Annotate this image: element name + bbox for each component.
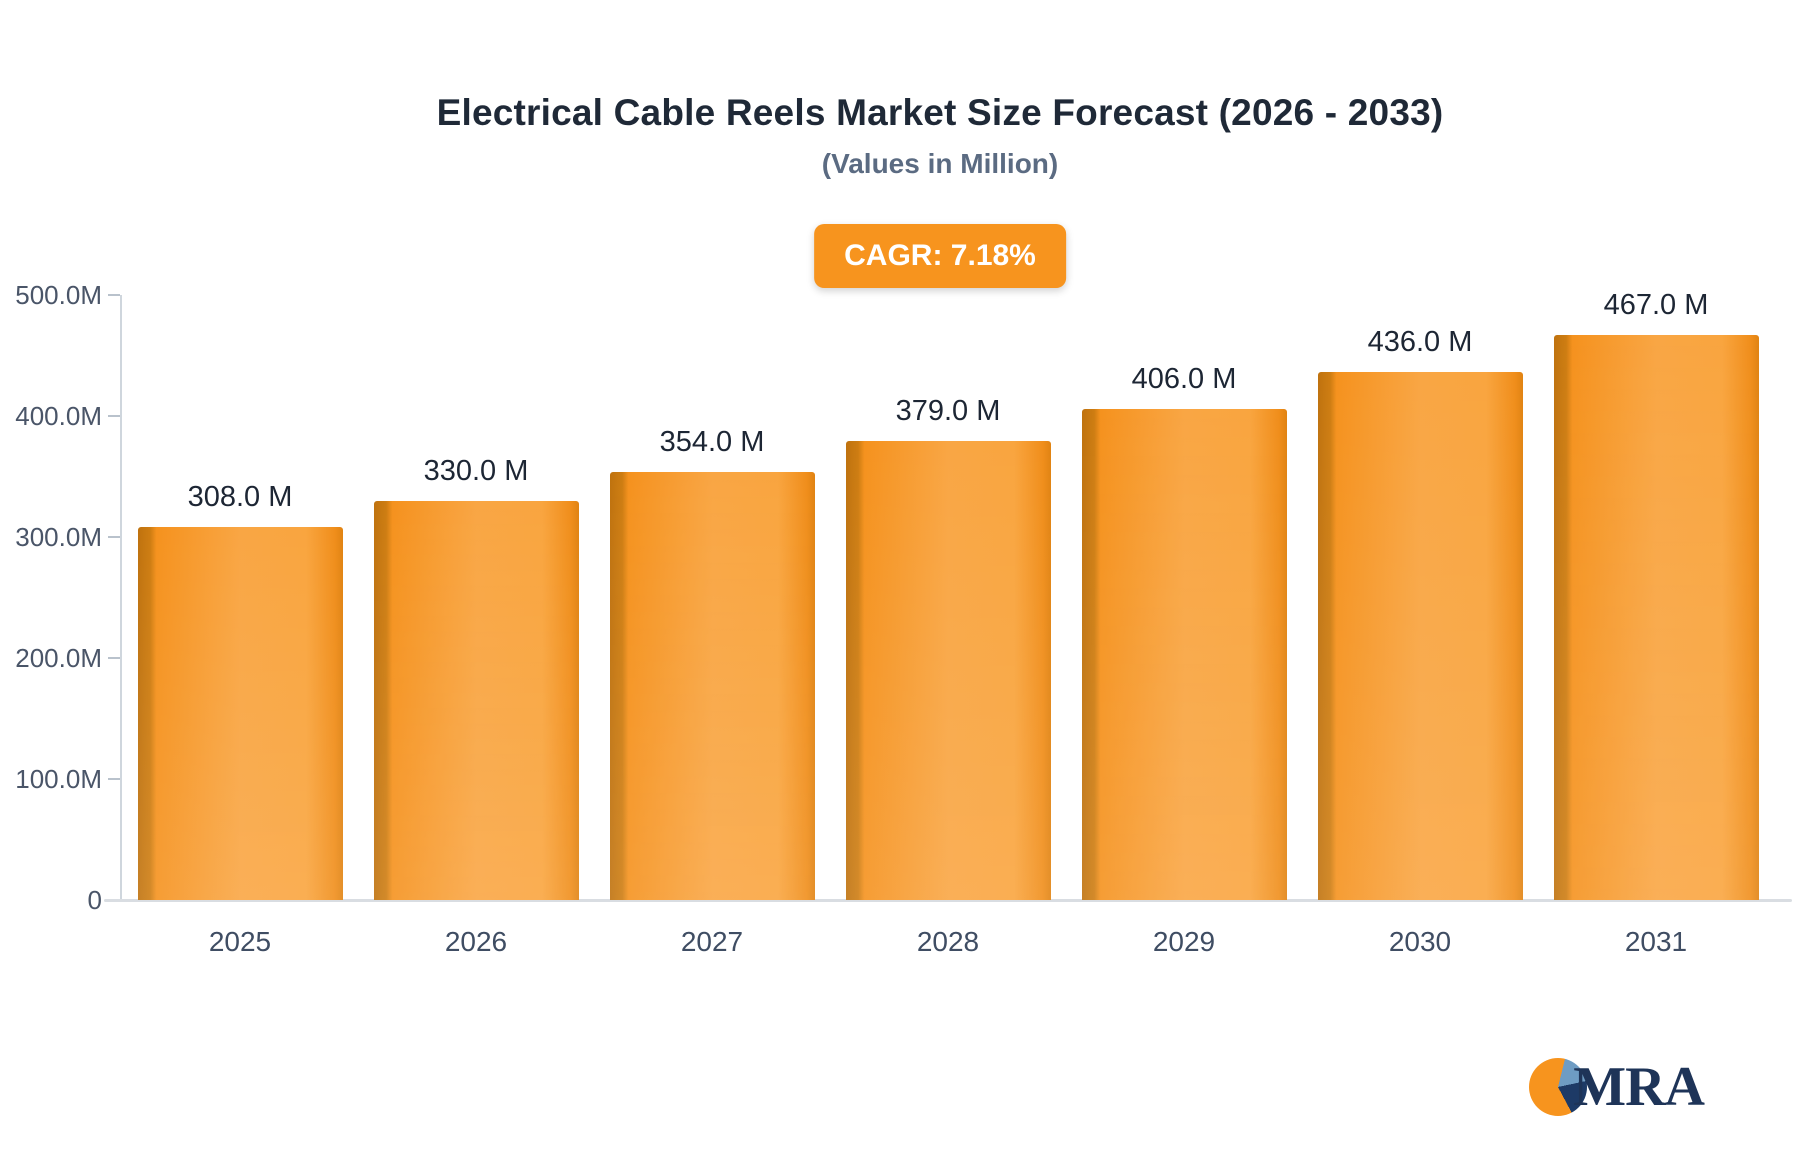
bar-slot-2026: 330.0 M 2026 xyxy=(358,295,594,957)
bar-2027: 354.0 M xyxy=(609,426,815,900)
y-axis-label: 500.0M xyxy=(15,280,102,310)
bar-value-label: 330.0 M xyxy=(423,454,529,487)
x-axis-label: 2026 xyxy=(444,926,508,957)
bar-2028: 379.0 M xyxy=(845,395,1051,900)
y-axis-ticks xyxy=(108,294,120,901)
bar-2031: 467.0 M xyxy=(1553,289,1759,900)
x-axis-label: 2030 xyxy=(1388,926,1452,957)
bar-slot-2031: 467.0 M 2031 xyxy=(1538,289,1774,957)
y-axis-label: 100.0M xyxy=(15,764,102,794)
x-axis-label: 2031 xyxy=(1624,926,1688,957)
bar-value-label: 467.0 M xyxy=(1603,288,1709,321)
y-axis-tick xyxy=(108,415,120,417)
x-axis-label: 2027 xyxy=(680,926,744,957)
bar-slot-2028: 379.0 M 2028 xyxy=(830,295,1066,957)
bar-slot-2029: 406.0 M 2029 xyxy=(1066,295,1302,957)
chart-title: Electrical Cable Reels Market Size Forec… xyxy=(436,92,1444,133)
bar-2025: 308.0 M xyxy=(137,481,343,900)
y-axis-tick xyxy=(108,778,120,780)
bar-value-label: 379.0 M xyxy=(895,395,1001,428)
bar-2029: 406.0 M xyxy=(1081,363,1287,900)
y-axis-label: 200.0M xyxy=(15,643,102,673)
bar-value-label: 308.0 M xyxy=(187,481,293,514)
mra-logo-text: MRA xyxy=(1573,1056,1705,1118)
x-axis-line xyxy=(104,899,1792,902)
bar-plot-area: 308.0 M 2025 330.0 M 2026 354.0 M 2027 379.0 M… xyxy=(122,289,1774,957)
y-axis-tick xyxy=(108,294,120,296)
bar-slot-2025: 308.0 M 2025 xyxy=(122,295,358,957)
bar-slot-2030: 436.0 M 2030 xyxy=(1302,295,1538,957)
chart-subtitle: (Values in Million) xyxy=(821,148,1059,179)
bar-2030: 436.0 M xyxy=(1317,326,1523,900)
y-axis-label: 300.0M xyxy=(15,522,102,552)
bar-value-label: 354.0 M xyxy=(659,425,765,458)
mra-logo: MRA xyxy=(1529,1056,1705,1118)
x-axis-label: 2029 xyxy=(1152,926,1216,957)
y-axis-tick xyxy=(108,657,120,659)
bar-value-label: 406.0 M xyxy=(1131,362,1237,395)
cagr-badge: CAGR: 7.18% xyxy=(814,224,1066,288)
mra-logo-pie-icon xyxy=(1529,1058,1588,1116)
x-axis-label: 2025 xyxy=(208,926,272,957)
bar-2026: 330.0 M xyxy=(373,455,579,900)
y-axis-label: 0 xyxy=(87,885,102,915)
y-axis-tick xyxy=(108,536,120,538)
y-axis-label: 400.0M xyxy=(15,401,102,431)
cagr-badge-label: CAGR: 7.18% xyxy=(844,239,1036,272)
x-axis-label: 2028 xyxy=(916,926,980,957)
bar-slot-2027: 354.0 M 2027 xyxy=(594,295,830,957)
y-axis-labels: 0 100.0M 200.0M 300.0M 400.0M 500.0M xyxy=(0,282,102,913)
y-axis-line xyxy=(120,295,122,901)
bar-value-label: 436.0 M xyxy=(1367,326,1473,359)
